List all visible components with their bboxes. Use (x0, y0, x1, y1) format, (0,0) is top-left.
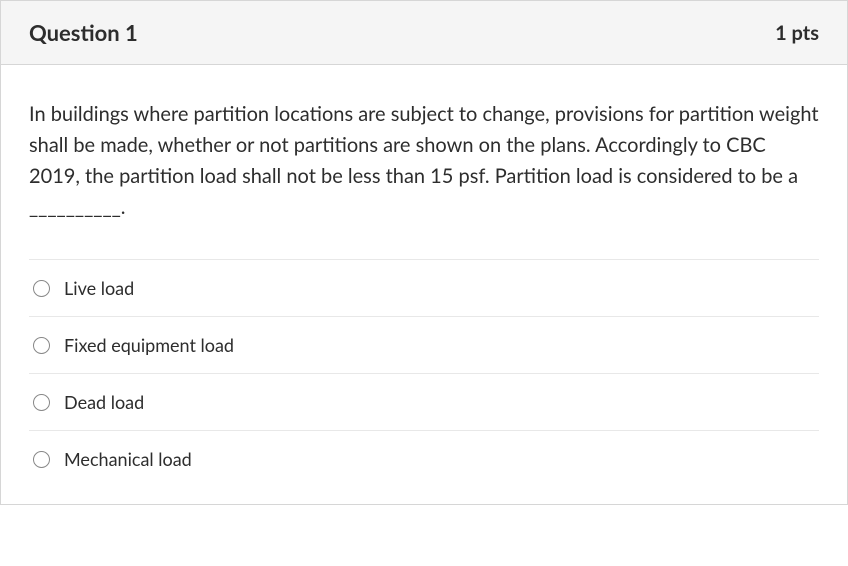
radio-icon[interactable] (33, 337, 50, 354)
option-label: Fixed equipment load (64, 334, 234, 356)
radio-icon[interactable] (33, 280, 50, 297)
question-body: In buildings where partition locations a… (1, 65, 847, 504)
option-label: Mechanical load (64, 448, 192, 470)
option-label: Live load (64, 277, 134, 299)
option-row[interactable]: Live load (29, 259, 819, 316)
question-points: 1 pts (775, 21, 819, 45)
options-list: Live load Fixed equipment load Dead load… (29, 259, 819, 494)
question-title: Question 1 (29, 19, 138, 46)
option-label: Dead load (64, 391, 144, 413)
option-row[interactable]: Fixed equipment load (29, 316, 819, 373)
radio-icon[interactable] (33, 451, 50, 468)
option-row[interactable]: Dead load (29, 373, 819, 430)
option-row[interactable]: Mechanical load (29, 430, 819, 494)
question-header: Question 1 1 pts (1, 1, 847, 65)
radio-icon[interactable] (33, 394, 50, 411)
question-card: Question 1 1 pts In buildings where part… (0, 0, 848, 505)
question-text: In buildings where partition locations a… (29, 99, 819, 223)
